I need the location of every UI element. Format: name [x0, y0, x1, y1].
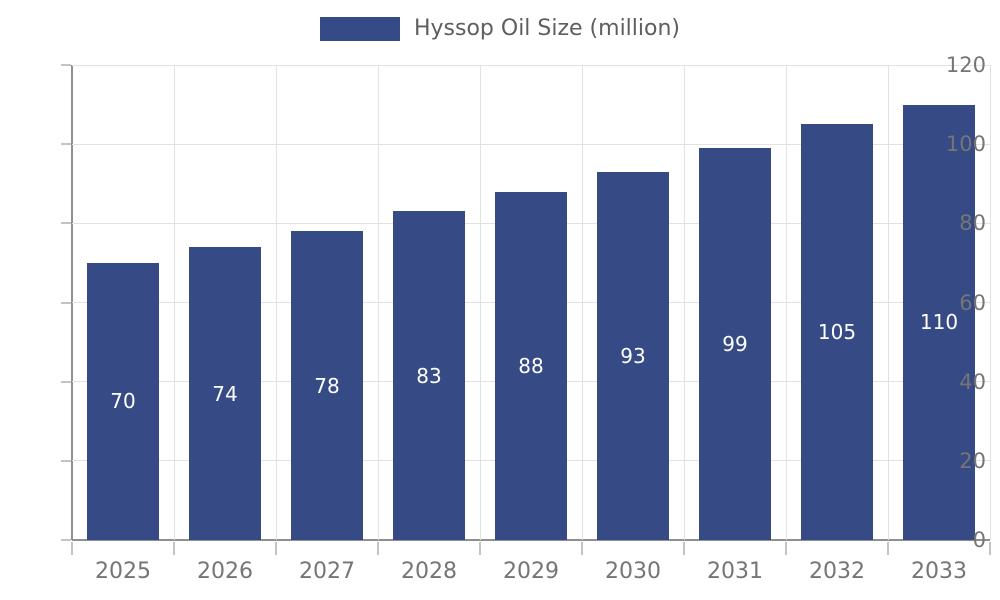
gridline-vertical	[989, 65, 991, 540]
bar-2029: 88	[495, 191, 567, 540]
gridline-vertical	[479, 65, 481, 540]
gridline-vertical	[581, 65, 583, 540]
bar-2032: 105	[801, 124, 873, 540]
y-axis-tick	[61, 222, 71, 225]
gridline-vertical	[377, 65, 379, 540]
x-axis-tick	[785, 542, 787, 555]
y-axis-tick	[61, 143, 71, 146]
bar-value-label: 70	[110, 389, 136, 414]
x-axis-tick	[581, 542, 583, 555]
x-axis-tick	[173, 542, 175, 555]
bar-value-label: 93	[620, 343, 646, 368]
bar-value-label: 78	[314, 373, 340, 398]
gridline-horizontal	[72, 64, 990, 66]
x-axis-tick	[377, 542, 379, 555]
x-axis-tick	[479, 542, 481, 555]
y-axis-tick	[61, 539, 71, 541]
x-axis-line	[72, 539, 990, 541]
gridline-vertical	[683, 65, 685, 540]
y-axis-tick-label: 20	[959, 448, 986, 473]
y-axis-tick-label: 100	[945, 132, 986, 157]
bar-value-label: 88	[518, 353, 544, 378]
x-axis-tick-label: 2032	[809, 559, 865, 584]
bar-value-label: 74	[212, 381, 238, 406]
legend-swatch	[319, 17, 400, 41]
x-axis-tick-label: 2028	[401, 559, 457, 584]
gridline-horizontal	[72, 143, 990, 145]
bar-value-label: 99	[722, 332, 748, 357]
gridline-vertical	[275, 65, 277, 540]
legend-label: Hyssop Oil Size (million)	[413, 16, 681, 41]
y-axis-tick-label: 80	[959, 211, 986, 236]
gridline-vertical	[785, 65, 787, 540]
x-axis-tick-label: 2031	[707, 559, 763, 584]
x-axis-tick	[683, 542, 685, 555]
x-axis-tick-label: 2030	[605, 559, 661, 584]
bar-2028: 83	[393, 211, 465, 540]
bar-2030: 93	[597, 171, 669, 540]
plot-area: 70 74 78 83 88 93 99 105 110	[61, 64, 991, 555]
x-axis-tick	[275, 542, 277, 555]
x-axis-tick-label: 2027	[299, 559, 355, 584]
y-axis-tick-label: 0	[972, 528, 986, 552]
gridline-vertical	[173, 65, 175, 540]
y-axis-tick-label: 60	[959, 290, 986, 315]
x-axis-tick	[71, 542, 73, 555]
bar-value-label: 110	[919, 310, 959, 335]
x-axis-tick-label: 2025	[95, 559, 151, 584]
y-axis-tick-label: 40	[959, 369, 986, 394]
x-axis-tick-label: 2026	[197, 559, 253, 584]
y-axis-tick	[61, 64, 71, 66]
legend: Hyssop Oil Size (million)	[0, 16, 1000, 42]
bar-2025: 70	[87, 262, 159, 540]
bar-value-label: 83	[416, 363, 442, 388]
x-axis-tick	[989, 542, 991, 555]
x-axis-tick	[887, 542, 889, 555]
bar-2027: 78	[291, 231, 363, 540]
y-axis-tick	[61, 380, 71, 383]
x-axis-tick-label: 2029	[503, 559, 559, 584]
bar-2033: 110	[903, 104, 975, 540]
y-axis-tick-label: 120	[945, 53, 986, 77]
y-axis-tick	[61, 459, 71, 462]
bar-value-label: 105	[817, 320, 857, 345]
x-axis-tick-label: 2033	[911, 559, 967, 584]
bar-2031: 99	[699, 148, 771, 540]
y-axis-tick	[61, 301, 71, 304]
gridline-vertical	[887, 65, 889, 540]
bar-2026: 74	[189, 247, 261, 540]
